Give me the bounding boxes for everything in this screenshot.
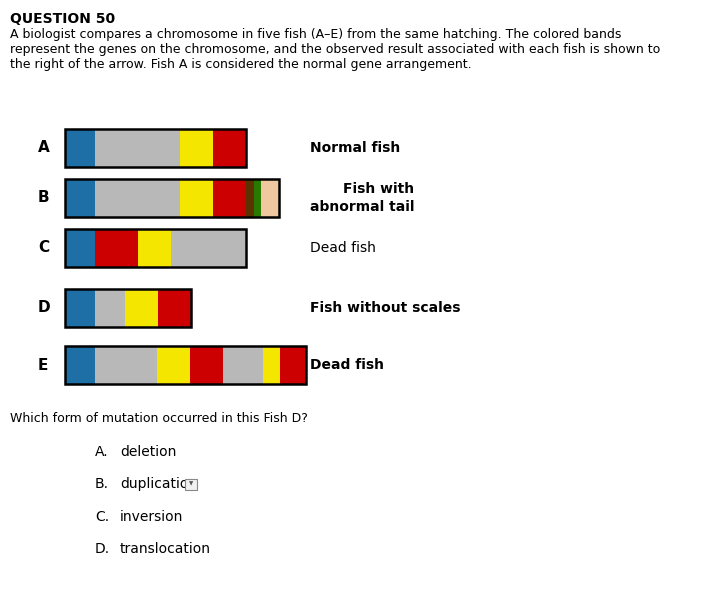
Text: B.: B. — [95, 477, 109, 491]
Bar — [171, 229, 246, 267]
Bar — [157, 346, 190, 384]
Text: Dead fish: Dead fish — [310, 358, 384, 372]
Text: duplication: duplication — [120, 477, 197, 491]
Text: A.: A. — [95, 445, 109, 459]
Text: represent the genes on the chromosome, and the observed result associated with e: represent the genes on the chromosome, a… — [10, 43, 660, 56]
Text: C.: C. — [95, 510, 109, 524]
Bar — [223, 346, 263, 384]
Bar — [213, 179, 246, 217]
FancyBboxPatch shape — [185, 479, 197, 490]
Bar — [254, 179, 261, 217]
Text: deletion: deletion — [120, 445, 177, 459]
Bar — [65, 179, 95, 217]
Text: Which form of mutation occurred in this Fish D?: Which form of mutation occurred in this … — [10, 412, 308, 425]
Bar — [213, 129, 246, 167]
Text: Fish with
abnormal tail: Fish with abnormal tail — [310, 182, 415, 214]
Text: B: B — [38, 191, 50, 205]
Bar — [280, 346, 306, 384]
Text: QUESTION 50: QUESTION 50 — [10, 12, 115, 26]
Bar — [65, 229, 246, 267]
Bar — [246, 179, 254, 217]
Bar — [95, 346, 157, 384]
Bar — [190, 346, 223, 384]
Bar — [65, 346, 306, 384]
Text: ▼: ▼ — [189, 481, 193, 487]
Text: Normal fish: Normal fish — [310, 141, 400, 155]
Bar — [180, 129, 213, 167]
Bar — [125, 289, 158, 327]
Text: D: D — [38, 300, 50, 316]
Text: C: C — [38, 240, 49, 256]
Text: A: A — [38, 140, 50, 156]
Text: Dead fish: Dead fish — [310, 241, 376, 255]
Bar — [158, 289, 191, 327]
Bar — [95, 229, 138, 267]
Bar — [261, 179, 279, 217]
Bar — [65, 289, 95, 327]
Bar — [95, 179, 180, 217]
Bar — [95, 289, 125, 327]
Text: translocation: translocation — [120, 542, 211, 556]
Text: E: E — [38, 357, 48, 373]
Bar — [65, 179, 279, 217]
Text: the right of the arrow. Fish A is considered the normal gene arrangement.: the right of the arrow. Fish A is consid… — [10, 58, 472, 71]
Bar — [65, 129, 95, 167]
Text: D.: D. — [95, 542, 110, 556]
Bar — [65, 129, 246, 167]
Bar — [138, 229, 171, 267]
Text: Fish without scales: Fish without scales — [310, 301, 461, 315]
Bar — [95, 129, 180, 167]
Text: A biologist compares a chromosome in five fish (A–E) from the same hatching. The: A biologist compares a chromosome in fiv… — [10, 28, 622, 41]
Bar — [65, 346, 95, 384]
Bar — [180, 179, 213, 217]
Bar — [65, 229, 95, 267]
Bar — [263, 346, 280, 384]
Text: inversion: inversion — [120, 510, 183, 524]
Bar — [65, 289, 191, 327]
